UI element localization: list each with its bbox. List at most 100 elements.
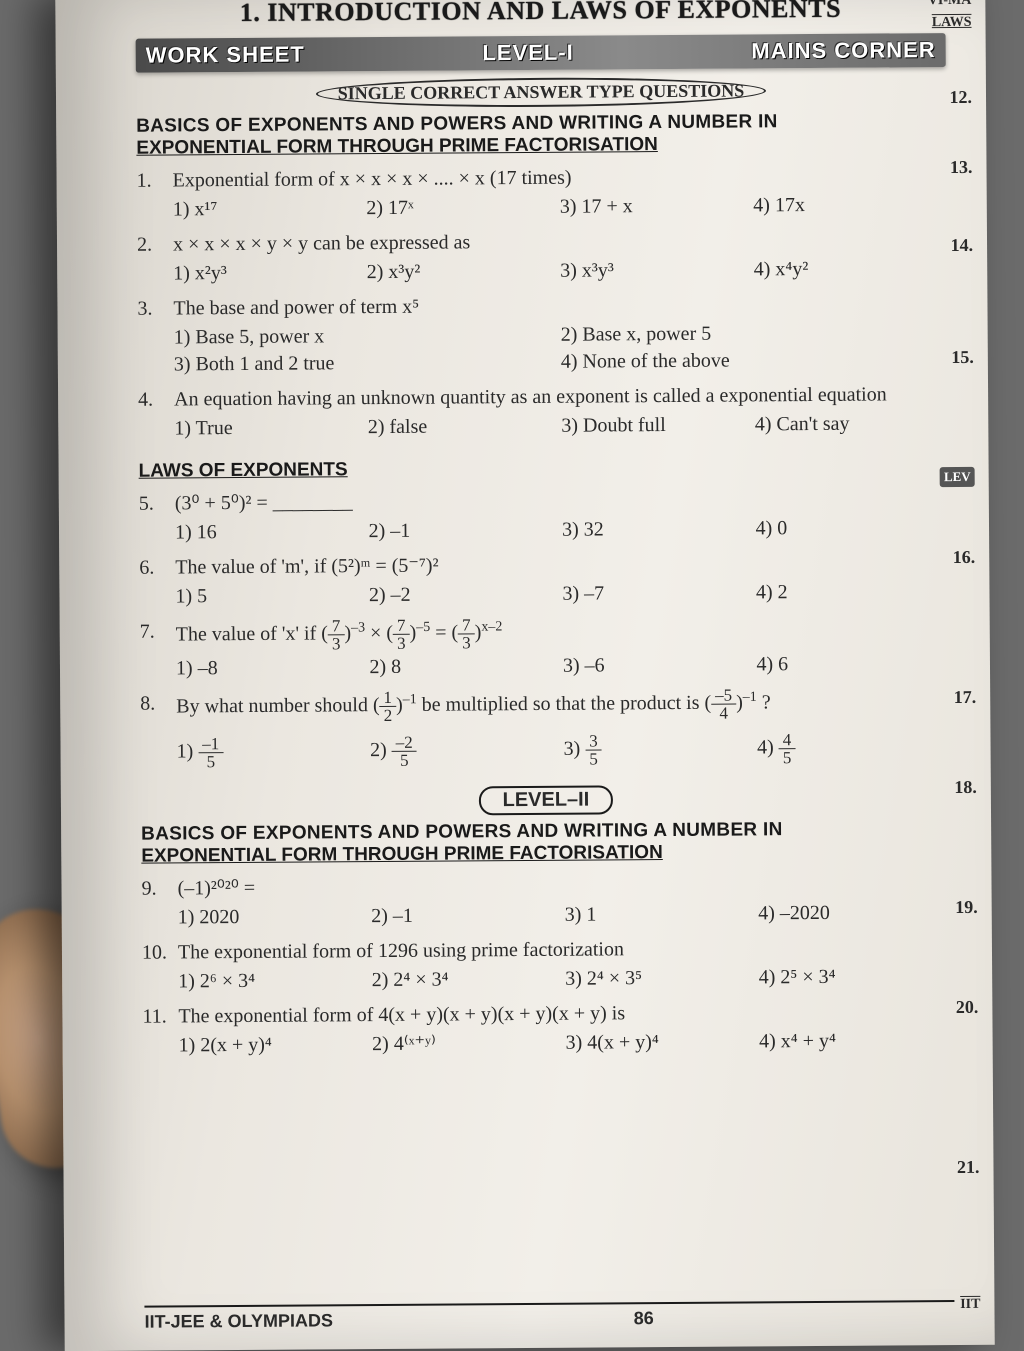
rm-lev: LEV — [940, 467, 975, 487]
section-subheading: EXPONENTIAL FORM THROUGH PRIME FACTORISA… — [136, 132, 946, 160]
page-footer: IIT-JEE & OLYMPIADS 86 — [144, 1300, 954, 1333]
q1-number: 1. — [136, 167, 172, 223]
q3-text: The base and power of term x⁵ — [173, 290, 947, 322]
rm-16: 16. — [953, 547, 976, 568]
q2-number: 2. — [137, 231, 173, 287]
q7-opt3: 3) –6 — [563, 651, 757, 679]
q4-opt2: 2) false — [368, 413, 562, 441]
q3-opt3: 3) Both 1 and 2 true — [174, 349, 561, 379]
q4-number: 4. — [138, 386, 174, 442]
rm-20: 20. — [956, 997, 979, 1018]
q4-text: An equation having an unknown quantity a… — [174, 381, 948, 413]
q8-number: 8. — [140, 690, 177, 770]
question-3: 3. The base and power of term x⁵ 1) Base… — [137, 290, 948, 379]
q3-opt1: 1) Base 5, power x — [174, 322, 561, 352]
q2-text: x × x × x × y × y can be expressed as — [173, 226, 947, 258]
q7-text-a: The value of 'x' if — [176, 623, 322, 646]
level-2-pill: LEVEL–II — [478, 785, 613, 815]
footer-left: IIT-JEE & OLYMPIADS — [144, 1310, 333, 1332]
q1-opt1: 1) x¹⁷ — [173, 195, 367, 223]
rm-21: 21. — [957, 1157, 980, 1178]
q10-text: The exponential form of 1296 using prime… — [178, 934, 952, 966]
rm-iit: IIT — [960, 1297, 980, 1313]
q11-opt3: 3) 4(x + y)⁴ — [566, 1028, 760, 1056]
q5-number: 5. — [139, 490, 175, 546]
q1-opt2: 2) 17ˣ — [366, 194, 560, 222]
q8-text-c: ? — [762, 691, 771, 713]
q11-opt1: 1) 2(x + y)⁴ — [179, 1031, 373, 1059]
header-banner: WORK SHEET LEVEL-I MAINS CORNER — [136, 33, 946, 73]
q11-text: The exponential form of 4(x + y)(x + y)(… — [178, 998, 952, 1030]
rm-vi: VI-MA — [928, 0, 972, 9]
q2-opt4: 4) x⁴y² — [754, 255, 948, 283]
q11-opt4: 4) x⁴ + y⁴ — [759, 1027, 953, 1055]
rm-15: 15. — [951, 347, 974, 368]
q8-opt3: 3) 35 — [563, 731, 757, 767]
question-9: 9. (–1)²⁰²⁰ = 1) 2020 2) –1 3) 1 4) –202… — [141, 870, 951, 932]
q10-opt2: 2) 2⁴ × 3⁴ — [372, 966, 566, 994]
q2-opt2: 2) x³y² — [367, 258, 561, 286]
question-5: 5. (3⁰ + 5⁰)² = ________ 1) 16 2) –1 3) … — [139, 485, 949, 547]
banner-mid: LEVEL-I — [482, 40, 574, 67]
q7-text: The value of 'x' if (73)–3 × (73)–5 = (7… — [176, 613, 950, 653]
q10-opt3: 3) 2⁴ × 3⁵ — [565, 964, 759, 992]
section-subheading-2: EXPONENTIAL FORM THROUGH PRIME FACTORISA… — [141, 840, 951, 868]
q4-opt3: 3) Doubt full — [561, 411, 755, 439]
q8-opt1: 1) –15 — [176, 734, 370, 770]
q6-opt2: 2) –2 — [369, 581, 563, 609]
q1-text: Exponential form of x × x × x × .... × x… — [172, 162, 946, 194]
q10-number: 10. — [142, 939, 178, 995]
q1-opt4: 4) 17x — [753, 191, 947, 219]
q8-opt4: 4) 45 — [757, 730, 951, 766]
q8-text-a: By what number should — [176, 694, 373, 717]
footer-page-num: 86 — [634, 1308, 654, 1329]
q3-opt4: 4) None of the above — [561, 346, 948, 376]
rm-12: 12. — [949, 87, 972, 108]
q1-opt3: 3) 17 + x — [560, 192, 754, 220]
worksheet-page: 1. INTRODUCTION AND LAWS OF EXPONENTS WO… — [55, 0, 994, 1351]
q4-opt1: 1) True — [174, 414, 368, 442]
question-type-oval: SINGLE CORRECT ANSWER TYPE QUESTIONS — [316, 76, 767, 108]
rm-laws: LAWS — [932, 15, 972, 31]
question-11: 11. The exponential form of 4(x + y)(x +… — [142, 998, 952, 1060]
q7-opt4: 4) 6 — [756, 650, 950, 678]
question-1: 1. Exponential form of x × x × x × .... … — [136, 162, 946, 224]
q2-opt1: 1) x²y³ — [173, 259, 367, 287]
rm-13: 13. — [950, 157, 973, 178]
q6-opt1: 1) 5 — [175, 582, 369, 610]
rm-17: 17. — [954, 687, 977, 708]
q11-number: 11. — [142, 1003, 178, 1059]
q6-opt3: 3) –7 — [562, 579, 756, 607]
right-page-margin: VI-MA LAWS 12. 13. 14. 15. LEV 16. 17. 1… — [919, 0, 988, 1345]
q7-number: 7. — [140, 618, 176, 682]
q9-opt1: 1) 2020 — [178, 903, 372, 931]
q8-opt2: 2) –25 — [370, 733, 564, 769]
question-8: 8. By what number should (12)–1 be multi… — [140, 685, 951, 771]
q5-opt4: 4) 0 — [755, 514, 949, 542]
q6-text: The value of 'm', if (5²)ᵐ = (5⁻⁷)² — [175, 549, 949, 581]
q11-opt2: 2) 4⁽ˣ⁺ʸ⁾ — [372, 1030, 566, 1058]
q2-opt3: 3) x³y³ — [560, 256, 754, 284]
q5-opt2: 2) –1 — [368, 517, 562, 545]
q4-opt4: 4) Can't say — [755, 410, 949, 438]
q9-number: 9. — [141, 875, 177, 931]
q7-expr: (73)–3 × (73)–5 = (73)x–2 — [321, 621, 502, 644]
rm-19: 19. — [955, 897, 978, 918]
q8-text-b: be multiplied so that the product is — [422, 692, 705, 716]
chapter-title: 1. INTRODUCTION AND LAWS OF EXPONENTS — [135, 0, 945, 29]
q6-number: 6. — [139, 554, 175, 610]
rm-18: 18. — [954, 777, 977, 798]
q6-opt4: 4) 2 — [756, 578, 950, 606]
q10-opt1: 1) 2⁶ × 3⁴ — [178, 967, 372, 995]
q7-opt1: 1) –8 — [176, 654, 370, 682]
question-7: 7. The value of 'x' if (73)–3 × (73)–5 =… — [140, 613, 950, 683]
q9-opt2: 2) –1 — [371, 902, 565, 930]
q9-opt3: 3) 1 — [565, 900, 759, 928]
question-4: 4. An equation having an unknown quantit… — [138, 381, 948, 443]
q3-opt2: 2) Base x, power 5 — [561, 319, 948, 349]
q5-text: (3⁰ + 5⁰)² = ________ — [175, 485, 949, 517]
question-2: 2. x × x × x × y × y can be expressed as… — [137, 226, 947, 288]
banner-left: WORK SHEET — [146, 42, 305, 69]
q5-opt1: 1) 16 — [175, 518, 369, 546]
q9-opt4: 4) –2020 — [758, 899, 952, 927]
